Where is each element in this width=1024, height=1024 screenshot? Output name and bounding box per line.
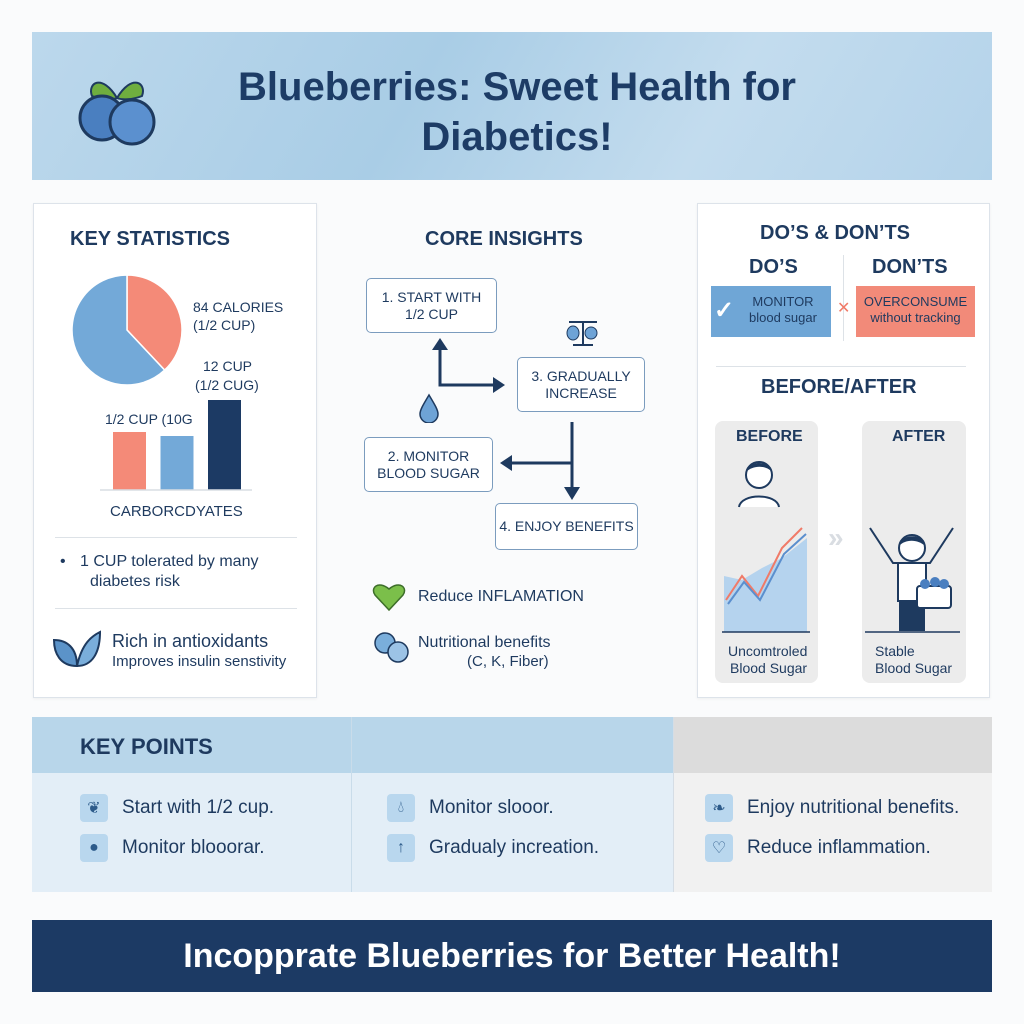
after-caption-2: Blood Sugar <box>875 660 953 676</box>
divider <box>673 717 674 892</box>
step-2-line-1: 2. MONITOR <box>387 447 470 464</box>
before-caption-2: Blood Sugar <box>730 660 808 676</box>
key-point-item: 💧︎ Monitor slooor. <box>387 794 554 822</box>
scale-icon <box>566 321 598 346</box>
calories-pie-chart <box>71 274 183 386</box>
before-caption-1: Uncomtroled <box>728 643 808 659</box>
pie-slice <box>126 274 183 372</box>
bar-axis-label: CARBORCDYATES <box>110 503 243 520</box>
bar <box>208 400 241 490</box>
arrow-left <box>500 455 512 471</box>
step-1-line-1: 1. START WITH <box>381 288 482 305</box>
bullet-line-2: diabetes risk <box>90 573 180 590</box>
step-3-line-2: INCREASE <box>545 384 617 401</box>
key-points-header <box>32 717 673 773</box>
key-points-header-gray <box>673 717 992 773</box>
step-1-line-2: 1/2 CUP <box>405 305 458 322</box>
carbohydrates-bar-chart <box>100 400 252 491</box>
worried-person-icon <box>738 461 780 508</box>
do-line-2: blood sugar <box>749 310 817 325</box>
key-point-item: ● Monitor blooorar. <box>80 834 265 862</box>
leaf-icon <box>52 630 102 668</box>
step-2-line-2: BLOOD SUGAR <box>377 464 480 481</box>
bar-label-top-1: 12 CUP <box>203 358 253 374</box>
key-point-text: Reduce inflammation. <box>747 837 931 858</box>
antioxidant-subtitle: Improves insulin senstivity <box>112 653 287 670</box>
key-points-body <box>32 773 673 892</box>
happy-person-icon <box>865 527 960 633</box>
antioxidant-title: Rich in antioxidants <box>112 631 269 651</box>
x-icon: ✕ <box>837 300 851 317</box>
blueberries-icon: ❦ <box>80 794 108 822</box>
before-after-heading: BEFORE/AFTER <box>761 376 917 398</box>
dont-line-2: without tracking <box>870 310 961 325</box>
key-points-heading: KEY POINTS <box>80 734 213 759</box>
footer-banner: Incopprate Blueberries for Better Health… <box>32 920 992 992</box>
core-insights-heading: CORE INSIGHTS <box>425 228 583 250</box>
bar <box>160 436 194 490</box>
divider <box>716 366 966 367</box>
before-label: BEFORE <box>736 428 803 445</box>
step-3-box: 3. GRADUALLY INCREASE <box>517 357 645 412</box>
check-icon: ✓ <box>714 297 735 324</box>
step-1-box: 1. START WITH 1/2 CUP <box>366 278 497 333</box>
arrow-up <box>432 338 448 350</box>
benefit-nutritional-line-2: (C, K, Fiber) <box>467 653 549 670</box>
bar-label-top-2: (1/2 CUG) <box>195 377 259 393</box>
arrow-down <box>564 487 580 500</box>
bar-label-left: 1/2 CUP (10G <box>105 411 193 427</box>
drop-icon: 💧︎ <box>387 794 415 822</box>
flow-arrows <box>432 338 580 500</box>
divider <box>55 608 297 609</box>
after-label: AFTER <box>892 428 946 445</box>
page-title: Blueberries: Sweet Health for Diabetics! <box>238 65 796 159</box>
nutrition-icon <box>374 632 409 663</box>
step-2-box: 2. MONITOR BLOOD SUGAR <box>364 437 493 492</box>
key-point-text: Gradualy increation. <box>429 837 600 858</box>
benefit-nutritional-line-1: Nutritional benefits <box>418 634 551 651</box>
bullet-line-1: 1 CUP tolerated by many <box>80 553 259 570</box>
key-point-item: ❦ Start with 1/2 cup. <box>80 794 274 822</box>
step-4-box: 4. ENJOY BENEFITS <box>495 503 638 550</box>
key-points-body-gray <box>673 773 992 892</box>
drop-icon <box>419 393 439 423</box>
donts-label: DON’TS <box>872 256 948 278</box>
key-point-text: Monitor blooorar. <box>122 837 265 858</box>
heart-icon: ♡ <box>705 834 733 862</box>
key-point-item: ♡ Reduce inflammation. <box>705 834 931 862</box>
pie-label-serving: (1/2 CUP) <box>193 317 256 333</box>
bullet-dot: • <box>60 553 66 570</box>
key-point-item: ❧ Enjoy nutritional benefits. <box>705 794 959 822</box>
dont-line-1: OVERCONSUME <box>863 294 968 309</box>
key-statistics-card <box>33 203 317 698</box>
blood-sugar-chart-icon <box>722 527 810 633</box>
arrow-right <box>493 377 505 393</box>
key-point-text: Enjoy nutritional benefits. <box>747 797 960 818</box>
divider <box>843 255 844 341</box>
pie-slice <box>71 274 166 386</box>
chevron-right-icon: » <box>828 522 844 553</box>
blueberries-logo-icon <box>78 81 156 146</box>
dos-label: DO’S <box>749 256 798 278</box>
key-point-text: Start with 1/2 cup. <box>122 797 275 818</box>
do-line-1: MONITOR <box>752 294 814 309</box>
divider <box>351 717 352 892</box>
leaf-icon: ❧ <box>705 794 733 822</box>
step-3-line-1: 3. GRADUALLY <box>531 367 631 384</box>
do-monitor-box: MONITOR blood sugar <box>711 286 831 337</box>
key-point-item: ↑ Gradualy increation. <box>387 834 599 862</box>
benefit-reduce-inflammation: Reduce INFLAMATION <box>418 588 584 605</box>
arrow-up-icon: ↑ <box>387 834 415 862</box>
key-statistics-heading: KEY STATISTICS <box>70 228 231 250</box>
after-caption-1: Stable <box>875 643 915 659</box>
divider <box>55 537 297 538</box>
bar <box>113 432 146 490</box>
heart-icon <box>372 584 406 612</box>
key-point-text: Monitor slooor. <box>429 797 554 818</box>
dont-overconsume-box: OVERCONSUME without tracking <box>856 286 975 337</box>
dos-donts-heading: DO’S & DON’TS <box>760 222 911 244</box>
blueberry-icon: ● <box>80 834 108 862</box>
pie-label-calories: 84 CALORIES <box>193 299 284 315</box>
header-banner <box>32 32 992 180</box>
